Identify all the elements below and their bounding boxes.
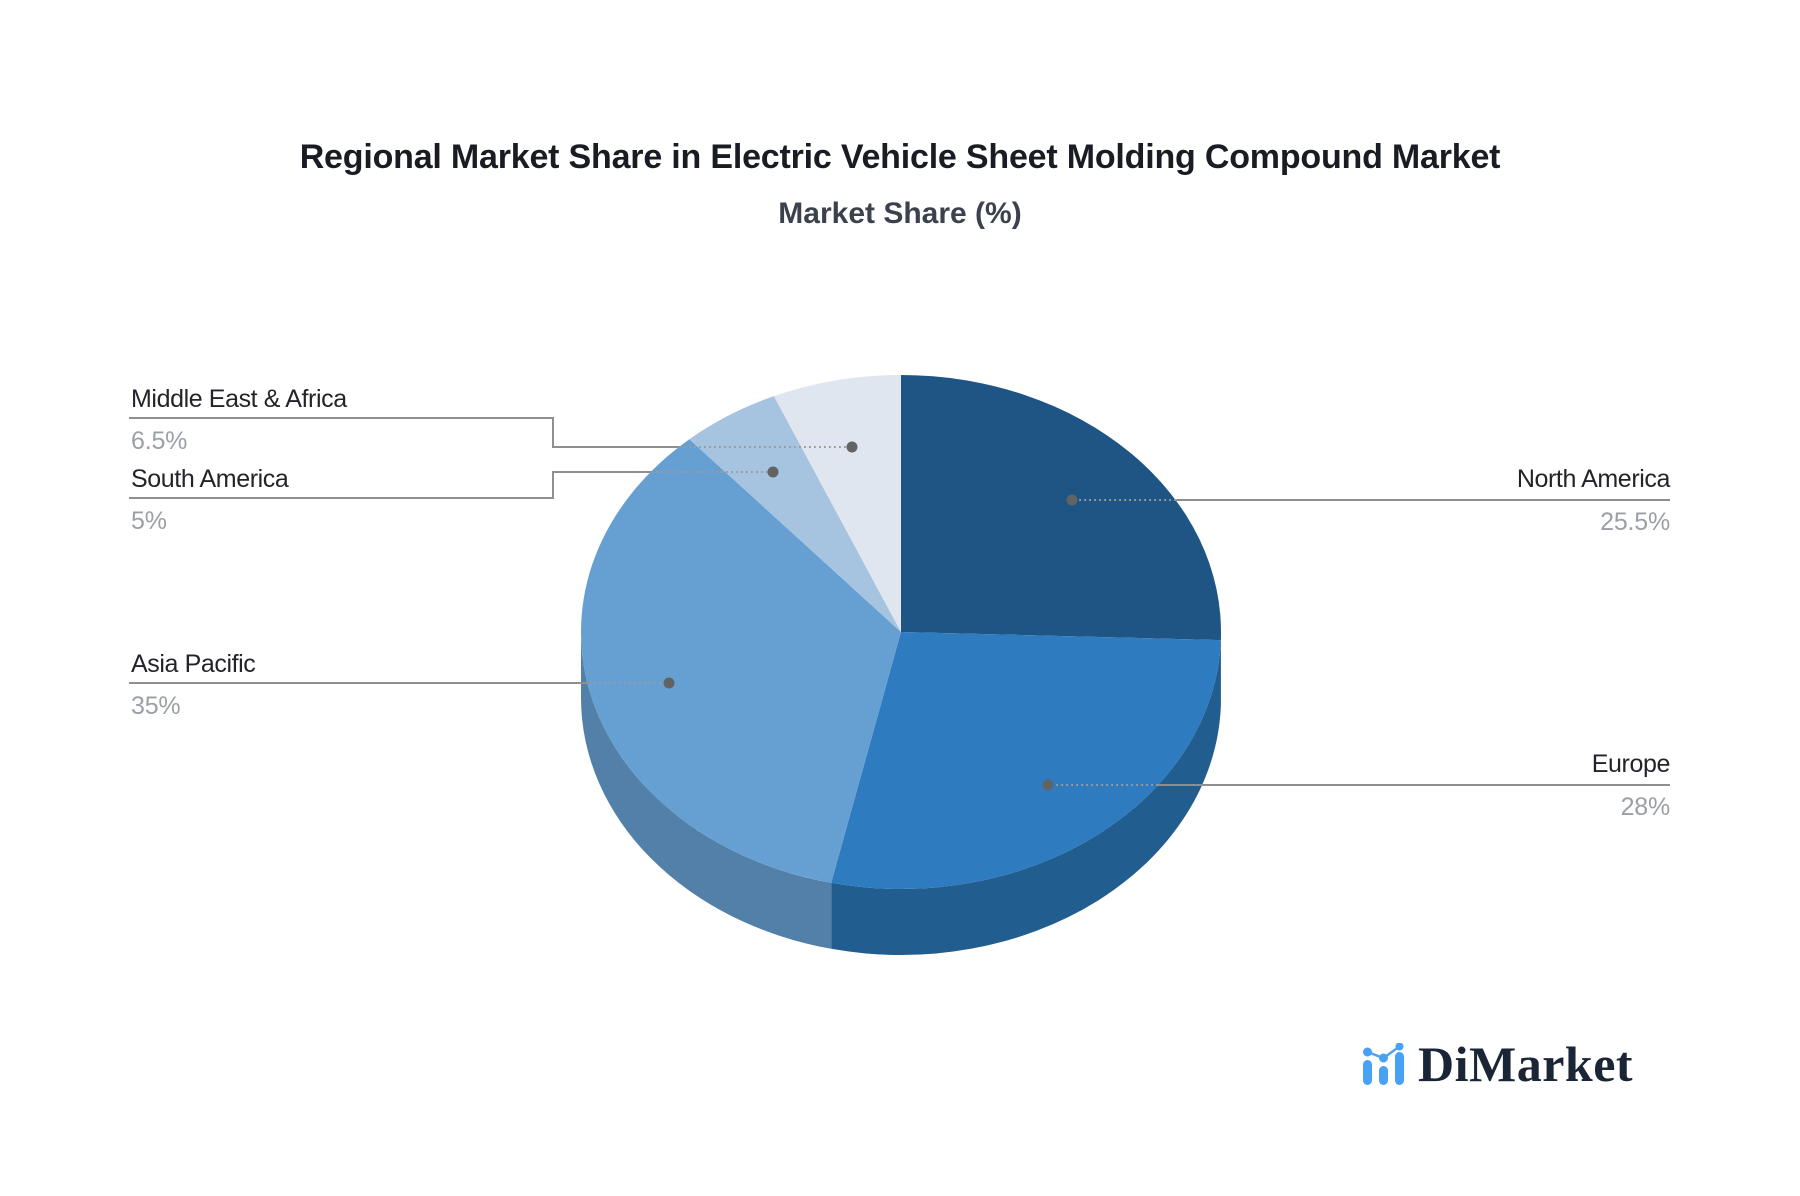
leader-dot-europe <box>1042 779 1054 791</box>
callout-value-south-america: 5% <box>131 507 167 535</box>
leader-dot-middle-east-africa <box>846 441 858 453</box>
leader-line-middle-east-africa <box>129 417 679 448</box>
callout-value-asia-pacific: 35% <box>131 692 181 720</box>
leader-dot-north-america <box>1066 494 1078 506</box>
dimarket-logo-text: DiMarket <box>1418 1036 1634 1092</box>
pie-side-europe <box>831 640 1221 955</box>
leader-dot-south-america <box>767 466 779 478</box>
callout-label-south-america: South America <box>131 465 289 493</box>
pie-slice-middle-east-africa[interactable] <box>773 375 901 632</box>
callout-value-middle-east-africa: 6.5% <box>131 427 188 455</box>
callout-label-middle-east-africa: Middle East & Africa <box>131 385 347 413</box>
pie-slice-asia-pacific[interactable] <box>580 439 901 883</box>
pie-slice-europe[interactable] <box>831 632 1221 889</box>
callout-value-north-america: 25.5% <box>1600 508 1670 536</box>
callout-label-north-america: North America <box>1516 465 1671 493</box>
callout-value-europe: 28% <box>1620 793 1671 821</box>
chart-title: Regional Market Share in Electric Vehicl… <box>299 138 1501 176</box>
pie-slice-north-america[interactable] <box>901 375 1221 641</box>
bar-line-chart-icon <box>1363 1043 1404 1085</box>
callout-label-europe: Europe <box>1591 750 1671 778</box>
pie-side-asia-pacific <box>581 632 832 949</box>
dimarket-logo: DiMarket <box>1363 1036 1633 1092</box>
callout-label-asia-pacific: Asia Pacific <box>131 650 256 678</box>
chart-subtitle: Market Share (%) <box>778 197 1022 230</box>
leader-dot-asia-pacific <box>663 677 675 689</box>
pie-slice-south-america[interactable] <box>689 396 901 632</box>
leader-line-south-america <box>129 471 651 499</box>
